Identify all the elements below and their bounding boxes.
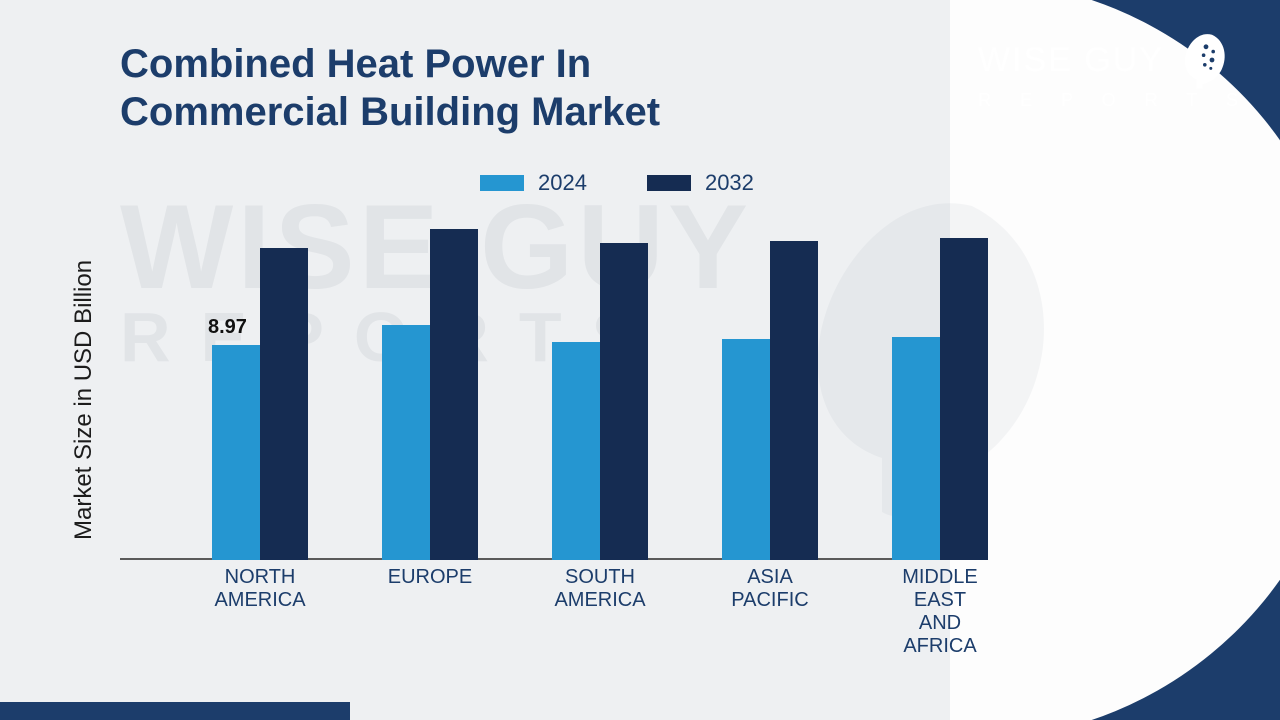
- bar-south-america-2032: [600, 243, 648, 560]
- category-label: EUROPE: [360, 566, 500, 589]
- chart-title: Combined Heat Power In Commercial Buildi…: [120, 40, 820, 136]
- bar-value-label: 8.97: [208, 316, 247, 339]
- legend-swatch-2032: [647, 175, 691, 191]
- category-label: MIDDLEEASTANDAFRICA: [870, 566, 1010, 658]
- brand-line1: WISE GUY: [978, 41, 1164, 80]
- category-label: SOUTHAMERICA: [530, 566, 670, 612]
- bar-south-america-2024: [552, 342, 600, 560]
- category-label: NORTHAMERICA: [190, 566, 330, 612]
- bar-asia-pacific-2024: [722, 339, 770, 560]
- bar-europe-2024: [382, 325, 430, 560]
- brand-line2: R E P O R T S: [978, 90, 1250, 111]
- category-label: ASIAPACIFIC: [700, 566, 840, 612]
- bar-asia-pacific-2032: [770, 241, 818, 560]
- legend-item-2024: 2024: [480, 170, 587, 196]
- legend-item-2032: 2032: [647, 170, 754, 196]
- legend-label-2032: 2032: [705, 170, 754, 196]
- legend-swatch-2024: [480, 175, 524, 191]
- brand-head-icon: [1170, 30, 1230, 90]
- bar-north-america-2024: [212, 345, 260, 560]
- bar-europe-2032: [430, 229, 478, 560]
- footer-accent-bar: [0, 702, 350, 720]
- legend-label-2024: 2024: [538, 170, 587, 196]
- legend: 2024 2032: [480, 170, 754, 196]
- y-axis-label: Market Size in USD Billion: [70, 260, 98, 540]
- plot-area: 8.97: [120, 200, 940, 560]
- bar-middle-east-and-africa-2032: [940, 238, 988, 560]
- chart-canvas: WISE GUY REPORTS Combined Heat Power In …: [0, 0, 1280, 720]
- bar-middle-east-and-africa-2024: [892, 337, 940, 560]
- bar-north-america-2032: [260, 248, 308, 560]
- brand-logo: WISE GUY R E P O R T S: [978, 30, 1250, 111]
